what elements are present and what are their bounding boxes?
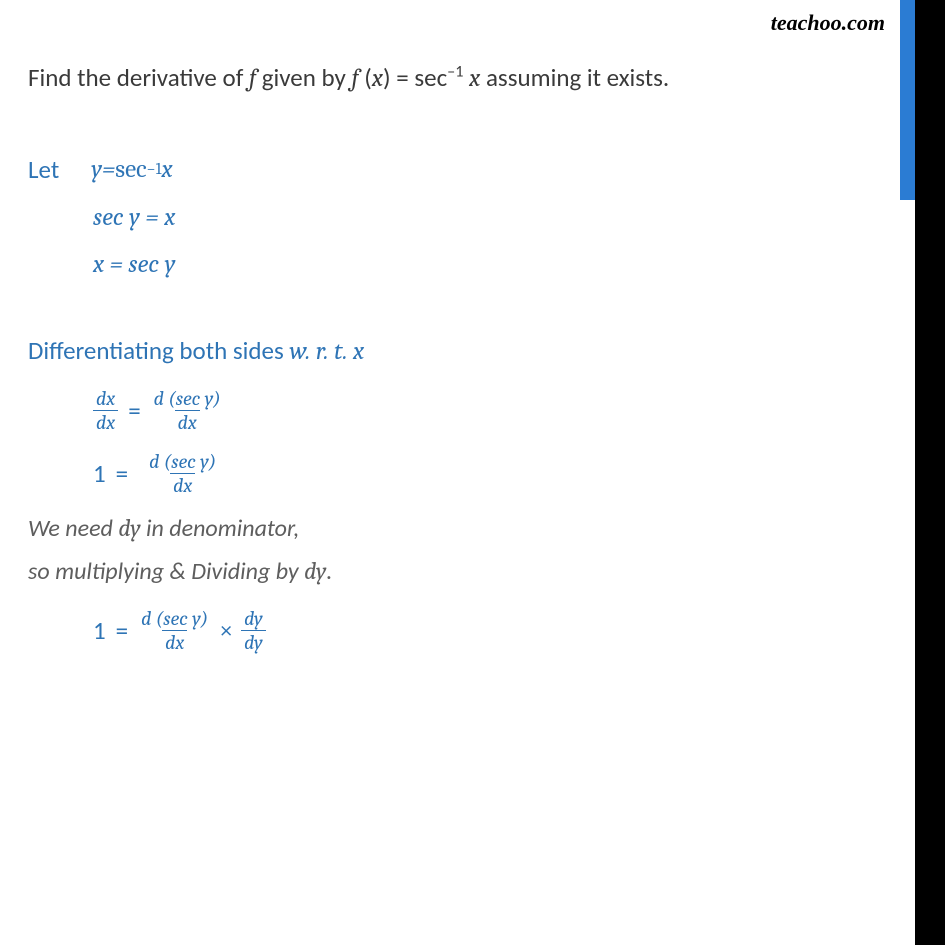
frac-dxdx: dx dx	[93, 388, 118, 433]
exponent: −1	[147, 160, 162, 179]
den: dx	[175, 410, 200, 433]
one: 1	[93, 615, 106, 646]
frac-dy-dy: dy dy	[241, 608, 266, 653]
note-text: .	[326, 557, 332, 586]
den: dx	[170, 473, 195, 496]
den: dx	[162, 630, 187, 653]
num: d (sec y)	[138, 608, 211, 630]
side-black-bar	[915, 0, 945, 945]
page-content: Find the derivative of f given by f (x) …	[28, 60, 898, 671]
side-blue-bar	[900, 0, 915, 200]
times: ×	[219, 616, 233, 645]
exponent: –1	[447, 63, 463, 82]
diff-eq-3: 1 = d (sec y) dx × dy dy	[93, 608, 898, 653]
equals: =	[128, 395, 140, 426]
frac-dsecy-dx: d (sec y) dx	[151, 388, 224, 433]
problem-text: ) = sec	[383, 62, 447, 93]
frac-dsecy-dx: d (sec y) dx	[138, 608, 211, 653]
num: d (sec y)	[146, 451, 219, 473]
let-line-2: sec y = x	[93, 203, 898, 232]
dy: dy	[118, 514, 140, 542]
den: dx	[93, 410, 118, 433]
wrt-x: w. r. t. x	[289, 337, 364, 366]
paren: (	[359, 62, 372, 93]
note-line-1: We need dy in denominator,	[28, 514, 898, 543]
num: d (sec y)	[151, 388, 224, 410]
num: dx	[93, 388, 118, 410]
problem-text: Find the derivative of	[28, 62, 249, 93]
problem-statement: Find the derivative of f given by f (x) …	[28, 60, 898, 96]
rhs-x: x	[162, 155, 173, 184]
equals: =	[116, 615, 128, 646]
eq: =	[102, 155, 115, 184]
problem-text: assuming it exists.	[480, 62, 669, 93]
diff-heading-text: Differentiating both sides	[28, 335, 289, 366]
frac-dsecy-dx: d (sec y) dx	[146, 451, 219, 496]
let-line-3: x = sec y	[93, 250, 898, 279]
note-text: We need	[28, 514, 118, 543]
den: dy	[241, 630, 266, 653]
let-label: Let	[28, 154, 59, 185]
note-text: in denominator,	[141, 514, 300, 543]
x-symbol: x	[469, 64, 480, 93]
brand-logo: teachoo.com	[771, 10, 885, 36]
problem-text: given by	[256, 62, 351, 93]
note-line-2: so multiplying & Dividing by dy.	[28, 557, 898, 586]
x-symbol: x	[372, 64, 383, 93]
one: 1	[93, 458, 106, 489]
rhs-sec: sec	[115, 155, 146, 184]
dy: dy	[304, 557, 326, 585]
diff-heading: Differentiating both sides w. r. t. x	[28, 335, 898, 366]
diff-eq-1: dx dx = d (sec y) dx	[93, 388, 898, 433]
num: dy	[241, 608, 266, 630]
note-text: so multiplying & Dividing by	[28, 557, 304, 586]
f-symbol: f	[352, 64, 359, 93]
equals: =	[116, 458, 128, 489]
diff-eq-2: 1 = d (sec y) dx	[93, 451, 898, 496]
lhs: y	[91, 155, 102, 184]
let-line-1: Let y = sec−1 x	[28, 154, 898, 185]
